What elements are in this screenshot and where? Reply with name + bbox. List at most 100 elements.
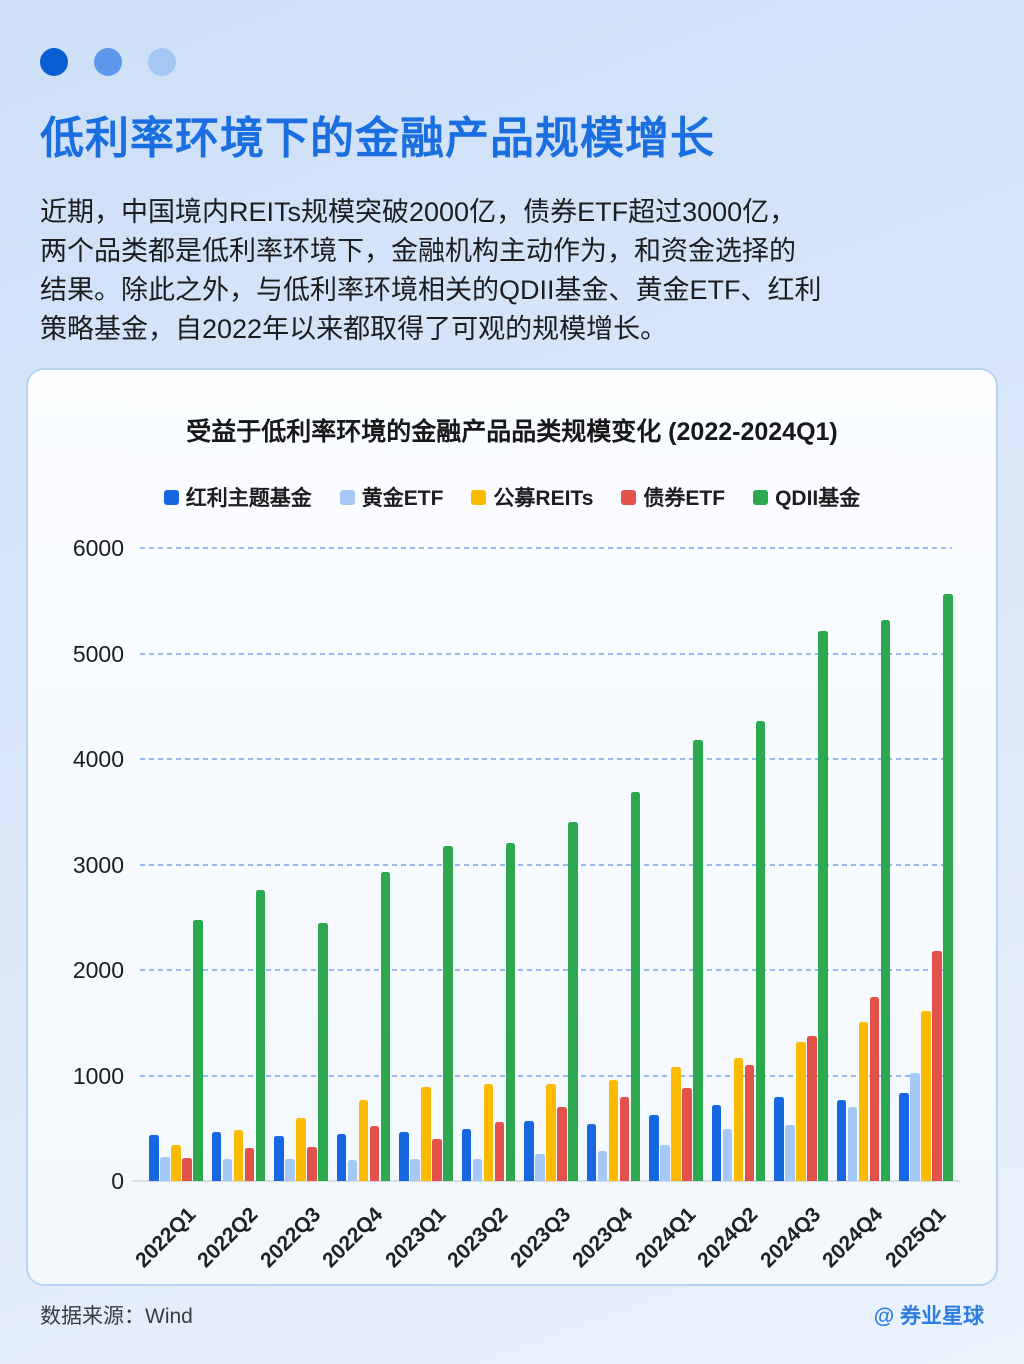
- gridline: [140, 652, 952, 655]
- bar-group: [836, 548, 890, 1181]
- y-axis-label: 0: [111, 1168, 124, 1194]
- bar-公募REITs-2022Q4: [358, 1100, 368, 1181]
- legend-swatch-icon: [163, 489, 179, 505]
- bar-group: [649, 548, 703, 1181]
- bar-债券ETF-2024Q2: [744, 1065, 754, 1181]
- x-axis-label: 2024Q1: [630, 1203, 701, 1273]
- bar-红利主题基金-2023Q1: [399, 1132, 409, 1181]
- bar-红利主题基金-2022Q4: [336, 1134, 346, 1181]
- bar-债券ETF-2022Q2: [244, 1148, 254, 1181]
- bar-公募REITs-2024Q3: [796, 1042, 806, 1181]
- bar-公募REITs-2022Q1: [171, 1145, 181, 1181]
- gridline: [140, 969, 952, 971]
- bar-债券ETF-2023Q1: [432, 1139, 442, 1181]
- x-axis-label: 2022Q1: [130, 1203, 201, 1273]
- legend-label: 黄金ETF: [361, 487, 444, 510]
- bar-公募REITs-2023Q4: [608, 1080, 618, 1181]
- bar-QDII基金-2025Q1: [943, 594, 953, 1181]
- footer: 数据来源：Wind @ 券业星球: [40, 1300, 984, 1330]
- gridline: [140, 1074, 952, 1077]
- chart-card: 受益于低利率环境的金融产品品类规模变化 (2022-2024Q1) 红利主题基金…: [26, 368, 998, 1286]
- bar-黄金ETF-2023Q3: [535, 1154, 545, 1181]
- legend-item: QDII基金: [753, 482, 860, 512]
- bar-公募REITs-2023Q2: [483, 1084, 493, 1181]
- bar-债券ETF-2023Q2: [494, 1122, 504, 1181]
- x-axis-line: [132, 1180, 960, 1182]
- bar-group: [149, 548, 203, 1181]
- legend-label: QDII基金: [775, 487, 861, 510]
- bar-红利主题基金-2024Q4: [836, 1100, 846, 1181]
- legend-label: 债券ETF: [643, 487, 726, 510]
- bar-红利主题基金-2024Q3: [774, 1097, 784, 1181]
- bar-QDII基金-2022Q4: [380, 872, 390, 1181]
- x-axis-label: 2025Q1: [880, 1203, 951, 1273]
- bar-QDII基金-2024Q1: [693, 740, 703, 1181]
- bar-黄金ETF-2022Q2: [222, 1159, 232, 1181]
- bar-债券ETF-2022Q3: [307, 1147, 317, 1181]
- bar-债券ETF-2024Q4: [869, 997, 879, 1181]
- dot-icon: [148, 48, 176, 76]
- bar-公募REITs-2023Q3: [546, 1084, 556, 1181]
- y-axis-label: 3000: [72, 851, 124, 878]
- x-axis-label: 2024Q3: [755, 1203, 826, 1273]
- bar-黄金ETF-2022Q1: [160, 1157, 170, 1181]
- bar-黄金ETF-2023Q4: [597, 1151, 607, 1181]
- bar-group: [524, 548, 578, 1181]
- bar-QDII基金-2024Q2: [755, 721, 765, 1181]
- x-axis-label: 2024Q2: [693, 1203, 763, 1273]
- y-axis-label: 2000: [72, 957, 124, 983]
- bar-黄金ETF-2024Q3: [785, 1125, 795, 1181]
- x-axis-label: 2023Q3: [505, 1203, 576, 1273]
- chart-region: 0 1000 2000 3000 4000 5000 6000 2022Q1 2022Q2 20…: [28, 535, 996, 1278]
- bar-group: [774, 548, 828, 1181]
- bar-债券ETF-2023Q3: [557, 1107, 567, 1181]
- bar-债券ETF-2024Q3: [807, 1036, 817, 1181]
- bar-红利主题基金-2024Q1: [649, 1115, 659, 1181]
- page-title: 低利率环境下的金融产品规模增长: [40, 114, 715, 163]
- legend-item: 债券ETF: [621, 482, 725, 512]
- bar-QDII基金-2023Q1: [443, 846, 453, 1181]
- bar-公募REITs-2025Q1: [921, 1011, 931, 1181]
- y-axis: 0 1000 2000 3000 4000 5000 6000: [28, 535, 124, 1194]
- bar-红利主题基金-2024Q2: [711, 1105, 721, 1181]
- bar-债券ETF-2022Q1: [182, 1158, 192, 1181]
- bar-公募REITs-2023Q1: [421, 1087, 431, 1181]
- bar-红利主题基金-2022Q2: [211, 1132, 221, 1181]
- bar-红利主题基金-2022Q1: [149, 1135, 159, 1181]
- bar-红利主题基金-2023Q4: [586, 1124, 596, 1181]
- bar-group: [711, 548, 765, 1181]
- legend-swatch-icon: [621, 489, 637, 505]
- legend-item: 黄金ETF: [339, 482, 444, 512]
- y-axis-label: 5000: [72, 640, 124, 667]
- legend-item: 红利主题基金: [163, 482, 312, 512]
- x-axis-label: 2022Q4: [318, 1203, 388, 1273]
- bar-黄金ETF-2024Q4: [847, 1107, 857, 1181]
- bar-group: [461, 548, 515, 1181]
- bar-公募REITs-2024Q1: [671, 1067, 681, 1181]
- author-credit: @ 券业星球: [873, 1305, 984, 1328]
- bar-债券ETF-2022Q4: [369, 1126, 379, 1181]
- intro-paragraph: 近期，中国境内REITs规模突破2000亿，债券ETF超过3000亿，两个品类都…: [40, 197, 822, 344]
- y-axis-label: 4000: [72, 746, 124, 772]
- dot-icon: [94, 48, 122, 76]
- bar-QDII基金-2023Q2: [505, 843, 515, 1181]
- bar-黄金ETF-2022Q4: [347, 1160, 357, 1181]
- chart-legend: 红利主题基金 黄金ETF 公募REITs 债券ETF QDII基金: [28, 482, 996, 512]
- bar-黄金ETF-2024Q2: [722, 1129, 732, 1181]
- bar-group: [586, 548, 640, 1181]
- chart-title: 受益于低利率环境的金融产品品类规模变化 (2022-2024Q1): [186, 418, 838, 446]
- x-axis-label: 2023Q1: [380, 1203, 451, 1273]
- bar-公募REITs-2022Q2: [233, 1130, 243, 1181]
- bar-公募REITs-2024Q4: [858, 1022, 868, 1181]
- y-axis-label: 6000: [72, 535, 124, 561]
- bar-group: [274, 548, 328, 1181]
- legend-item: 公募REITs: [471, 482, 593, 512]
- bar-黄金ETF-2024Q1: [660, 1145, 670, 1181]
- bar-group: [899, 548, 953, 1181]
- legend-label: 公募REITs: [493, 487, 594, 510]
- x-axis-label: 2022Q3: [255, 1203, 326, 1273]
- legend-swatch-icon: [471, 489, 487, 505]
- x-axis-label: 2023Q2: [443, 1203, 513, 1273]
- x-axis-label: 2022Q2: [193, 1203, 263, 1273]
- gridline: [140, 758, 952, 760]
